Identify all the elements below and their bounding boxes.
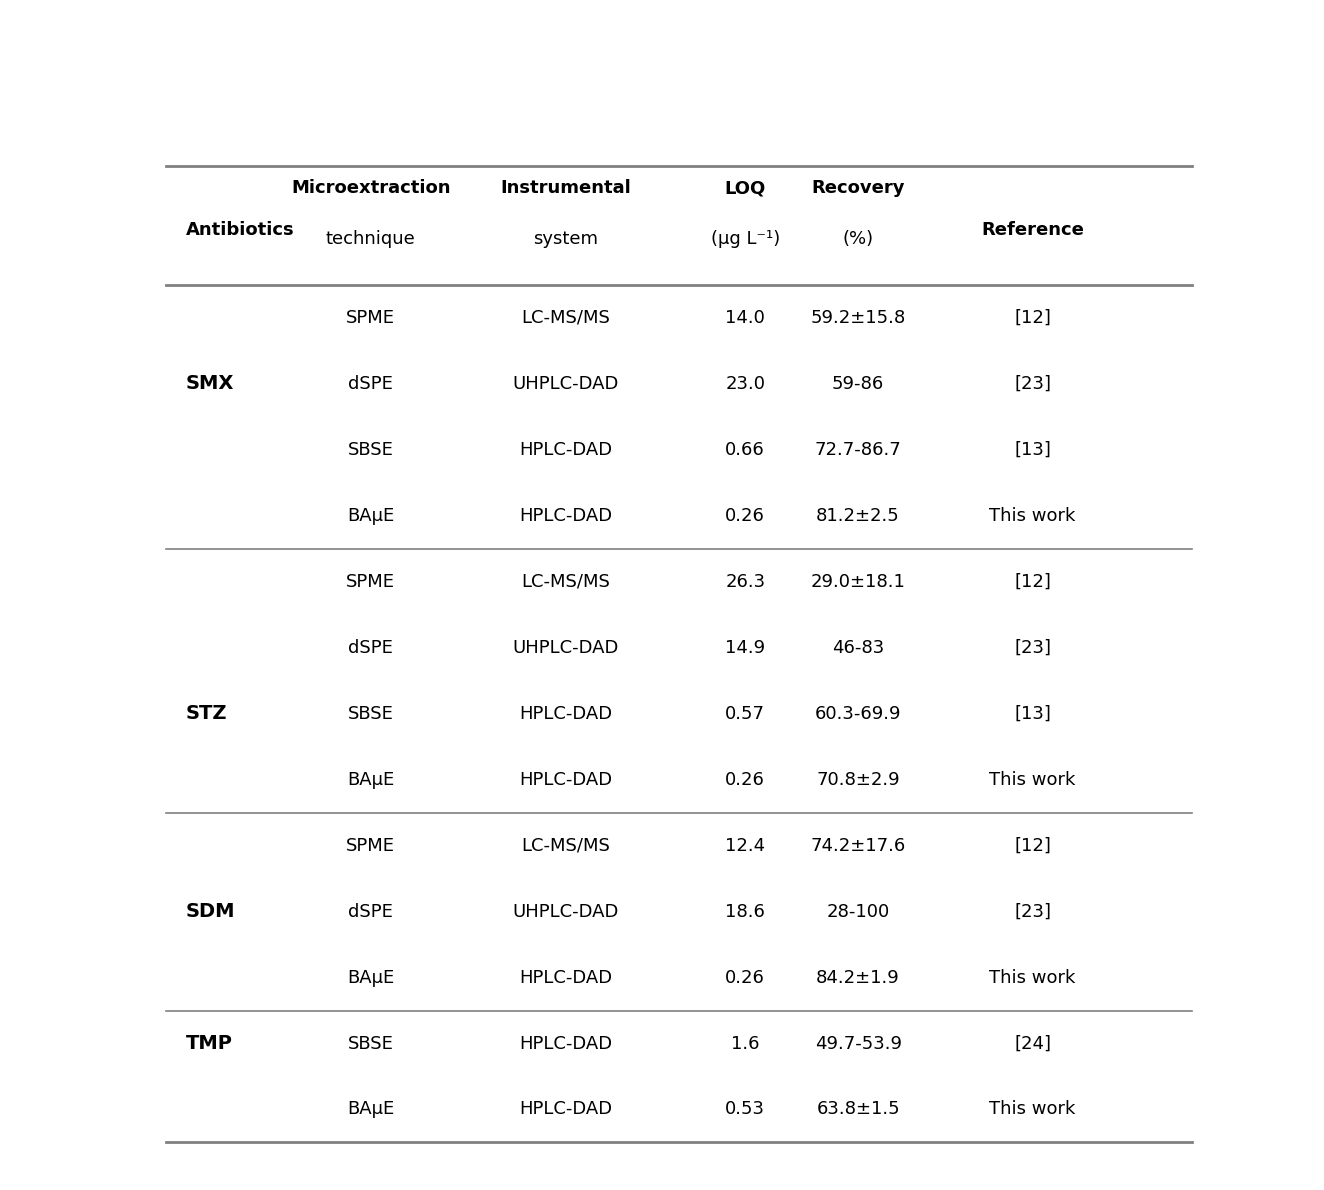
Text: [12]: [12] [1014, 309, 1051, 327]
Text: 84.2±1.9: 84.2±1.9 [816, 969, 900, 987]
Text: 26.3: 26.3 [726, 572, 765, 590]
Text: Antibiotics: Antibiotics [185, 221, 295, 239]
Text: 49.7-53.9: 49.7-53.9 [814, 1034, 902, 1052]
Text: [12]: [12] [1014, 837, 1051, 854]
Text: 70.8±2.9: 70.8±2.9 [817, 771, 900, 789]
Text: BAμE: BAμE [347, 1101, 395, 1119]
Text: SBSE: SBSE [348, 1034, 393, 1052]
Text: SPME: SPME [346, 837, 396, 854]
Text: SDM: SDM [185, 902, 236, 921]
Text: [23]: [23] [1014, 902, 1051, 921]
Text: LC-MS/MS: LC-MS/MS [522, 572, 610, 590]
Text: (%): (%) [842, 230, 874, 248]
Text: UHPLC-DAD: UHPLC-DAD [512, 902, 618, 921]
Text: SPME: SPME [346, 572, 396, 590]
Text: 59-86: 59-86 [831, 375, 884, 393]
Text: [23]: [23] [1014, 375, 1051, 393]
Text: SBSE: SBSE [348, 440, 393, 459]
Text: Reference: Reference [981, 221, 1084, 239]
Text: 72.7-86.7: 72.7-86.7 [814, 440, 902, 459]
Text: 1.6: 1.6 [731, 1034, 760, 1052]
Text: [24]: [24] [1014, 1034, 1051, 1052]
Text: LOQ: LOQ [724, 180, 765, 198]
Text: 18.6: 18.6 [726, 902, 765, 921]
Text: This work: This work [989, 969, 1075, 987]
Text: 12.4: 12.4 [726, 837, 765, 854]
Text: STZ: STZ [185, 704, 228, 724]
Text: 0.66: 0.66 [726, 440, 765, 459]
Text: (μg L⁻¹): (μg L⁻¹) [711, 230, 780, 248]
Text: 23.0: 23.0 [726, 375, 765, 393]
Text: SPME: SPME [346, 309, 396, 327]
Text: Microextraction: Microextraction [291, 180, 450, 198]
Text: HPLC-DAD: HPLC-DAD [519, 771, 612, 789]
Text: 0.26: 0.26 [726, 969, 765, 987]
Text: 14.9: 14.9 [726, 639, 765, 657]
Text: 63.8±1.5: 63.8±1.5 [817, 1101, 900, 1119]
Text: 46-83: 46-83 [831, 639, 884, 657]
Text: Recovery: Recovery [812, 180, 904, 198]
Text: 60.3-69.9: 60.3-69.9 [814, 704, 902, 722]
Text: system: system [534, 230, 598, 248]
Text: BAμE: BAμE [347, 771, 395, 789]
Text: TMP: TMP [185, 1034, 233, 1053]
Text: LC-MS/MS: LC-MS/MS [522, 837, 610, 854]
Text: BAμE: BAμE [347, 507, 395, 525]
Text: 28-100: 28-100 [826, 902, 890, 921]
Text: [23]: [23] [1014, 639, 1051, 657]
Text: dSPE: dSPE [348, 902, 393, 921]
Text: HPLC-DAD: HPLC-DAD [519, 1034, 612, 1052]
Text: dSPE: dSPE [348, 375, 393, 393]
Text: 0.26: 0.26 [726, 507, 765, 525]
Text: This work: This work [989, 1101, 1075, 1119]
Text: HPLC-DAD: HPLC-DAD [519, 440, 612, 459]
Text: 14.0: 14.0 [726, 309, 765, 327]
Text: LC-MS/MS: LC-MS/MS [522, 309, 610, 327]
Text: HPLC-DAD: HPLC-DAD [519, 969, 612, 987]
Text: 0.53: 0.53 [726, 1101, 765, 1119]
Text: dSPE: dSPE [348, 639, 393, 657]
Text: 81.2±2.5: 81.2±2.5 [816, 507, 900, 525]
Text: Instrumental: Instrumental [500, 180, 632, 198]
Text: technique: technique [326, 230, 416, 248]
Text: 0.26: 0.26 [726, 771, 765, 789]
Text: 29.0±18.1: 29.0±18.1 [810, 572, 906, 590]
Text: 74.2±17.6: 74.2±17.6 [810, 837, 906, 854]
Text: This work: This work [989, 771, 1075, 789]
Text: HPLC-DAD: HPLC-DAD [519, 704, 612, 722]
Text: SBSE: SBSE [348, 704, 393, 722]
Text: UHPLC-DAD: UHPLC-DAD [512, 639, 618, 657]
Text: [13]: [13] [1014, 440, 1051, 459]
Text: HPLC-DAD: HPLC-DAD [519, 507, 612, 525]
Text: This work: This work [989, 507, 1075, 525]
Text: [12]: [12] [1014, 572, 1051, 590]
Text: BAμE: BAμE [347, 969, 395, 987]
Text: UHPLC-DAD: UHPLC-DAD [512, 375, 618, 393]
Text: SMX: SMX [185, 375, 234, 393]
Text: [13]: [13] [1014, 704, 1051, 722]
Text: 59.2±15.8: 59.2±15.8 [810, 309, 906, 327]
Text: HPLC-DAD: HPLC-DAD [519, 1101, 612, 1119]
Text: 0.57: 0.57 [726, 704, 765, 722]
